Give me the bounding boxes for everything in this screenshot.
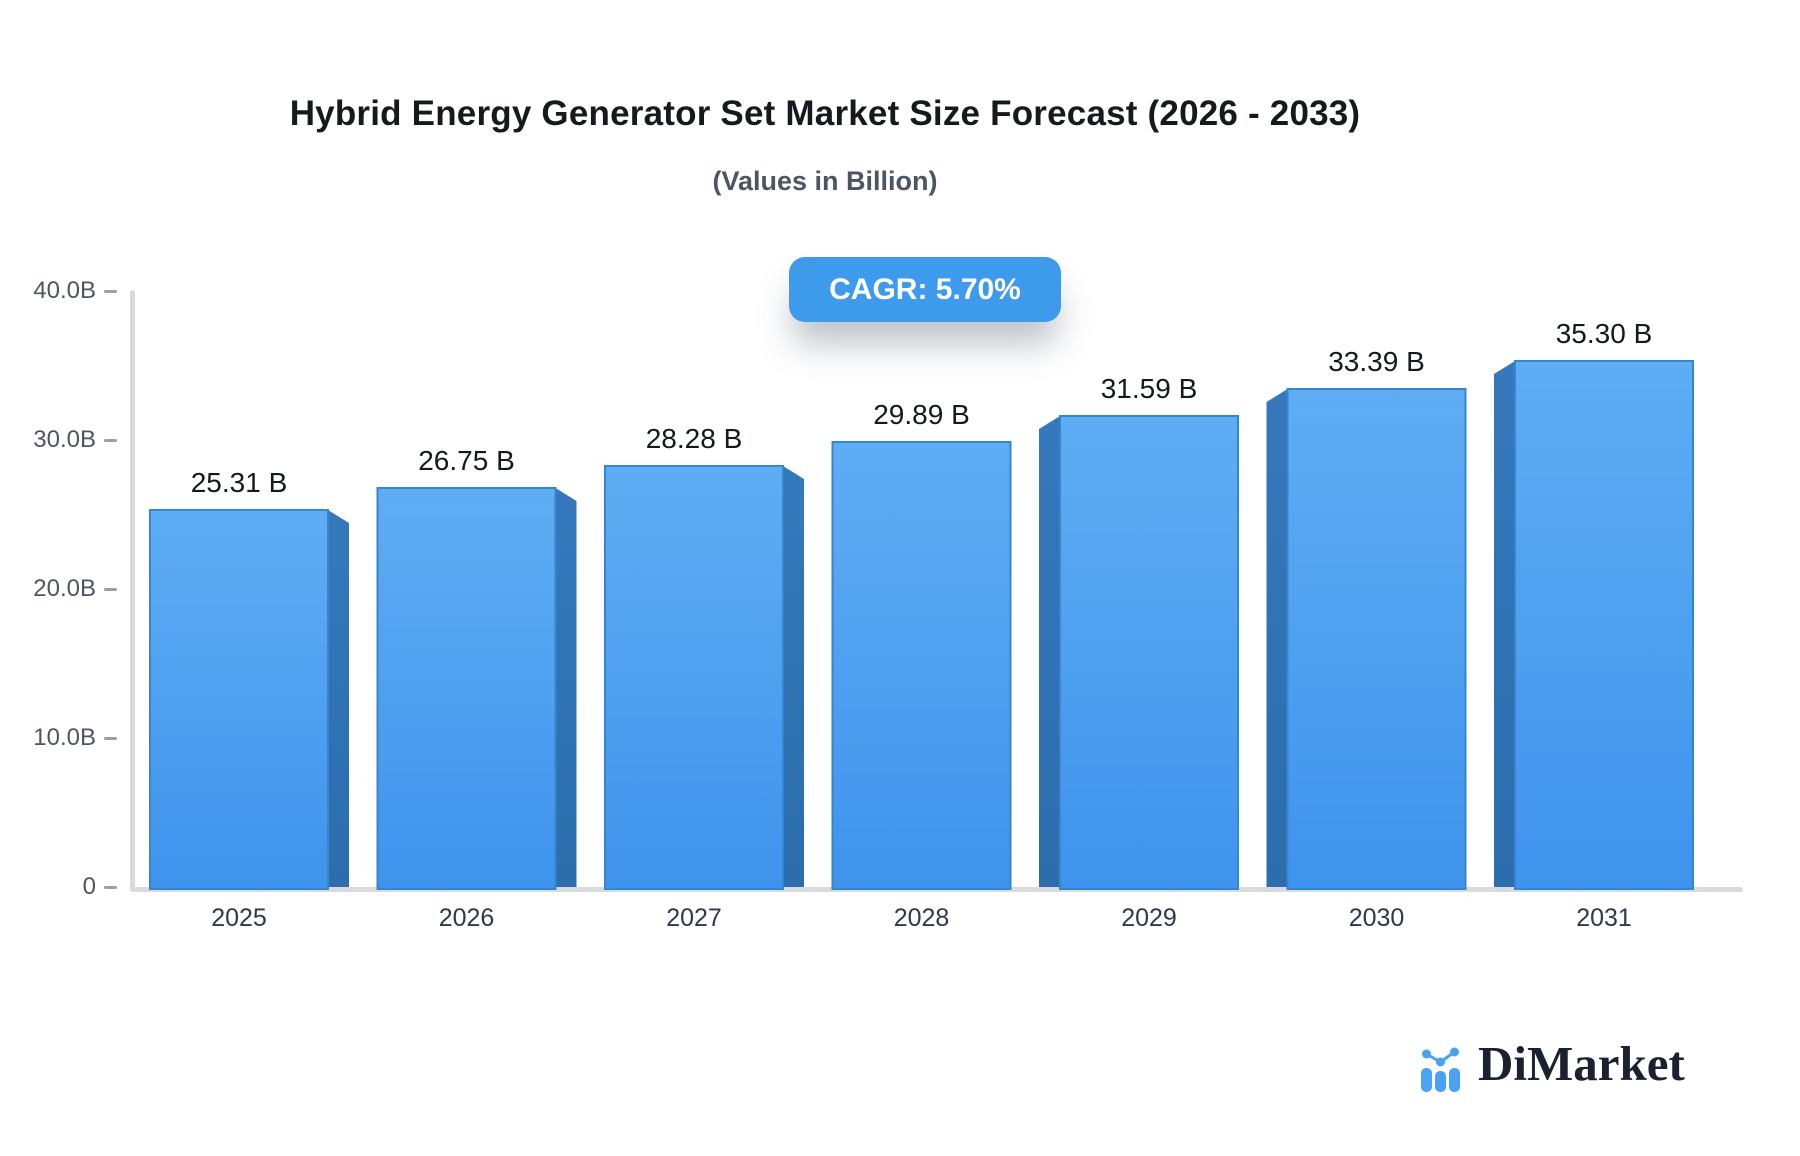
y-tick-mark [104,588,117,591]
value-label-2029: 31.59 B [1100,373,1198,404]
bars-group [149,360,1694,890]
value-label-2027: 28.28 B [645,423,743,454]
bar-side-face [1494,361,1515,887]
x-tick-label-2029: 2029 [1121,904,1177,932]
x-tick-label-2028: 2028 [893,904,950,932]
y-tick-label-0: 0 [82,873,96,900]
value-label-2030: 33.39 B [1328,346,1425,377]
bar-2027 [604,465,804,890]
bar-2025 [149,509,349,890]
bar-front-face [1514,360,1694,890]
bar-side-face [1039,416,1060,887]
page-subtitle: (Values in Billion) [712,166,938,196]
x-tick-label-2025: 2025 [211,904,267,932]
page-title: Hybrid Energy Generator Set Market Size … [289,94,1361,133]
bar-front-face [376,487,557,890]
bar-2029 [1039,415,1239,890]
bar-front-face [149,509,329,890]
y-tick-label-40.0B: 40.0B [33,277,96,304]
bar-front-face [831,441,1012,890]
x-tick-label-2031: 2031 [1576,904,1632,932]
logo-mini-bar [1435,1071,1446,1092]
x-axis-line [130,887,1743,892]
bar-2030 [1266,388,1467,890]
value-label-2026: 26.75 B [418,445,515,476]
bar-side-face [783,466,804,887]
logo-trend-dot [1450,1047,1459,1057]
logo-trend-dot [1422,1049,1431,1059]
x-tick-label-2030: 2030 [1348,904,1405,932]
y-tick-label-30.0B: 30.0B [33,426,96,453]
x-tick-label-2027: 2027 [666,904,722,932]
logo-mini-bar [1449,1068,1460,1092]
y-tick-label-10.0B: 10.0B [33,724,96,751]
y-tick-mark [104,290,117,293]
y-tick-label-20.0B: 20.0B [33,575,96,602]
logo-mini-bar [1421,1068,1432,1092]
bar-2028 [831,441,1012,890]
bar-side-face [1266,389,1288,887]
y-tick-mark [104,737,117,740]
logo-trend-dot [1436,1057,1445,1067]
bar-side-face [328,510,349,887]
cagr-badge: CAGR: 5.70% [789,257,1061,322]
value-label-2028: 29.89 B [873,399,970,430]
y-axis-line [130,290,135,891]
bar-front-face [1286,388,1467,890]
value-label-2031: 35.30 B [1555,318,1653,349]
y-tick-mark [104,439,117,442]
bar-side-face [555,488,577,887]
x-tick-label-2026: 2026 [438,904,495,932]
bar-2026 [376,487,577,890]
value-label-2025: 25.31 B [190,467,288,498]
bar-front-face [604,465,784,890]
y-tick-mark [104,886,117,889]
bar-line-chart-icon [1421,1047,1460,1092]
bar-front-face [1059,415,1239,890]
brand-logo: DiMarket [1416,1028,1685,1100]
bar-2031 [1494,360,1694,890]
brand-logo-text: DiMarket [1478,1036,1685,1091]
